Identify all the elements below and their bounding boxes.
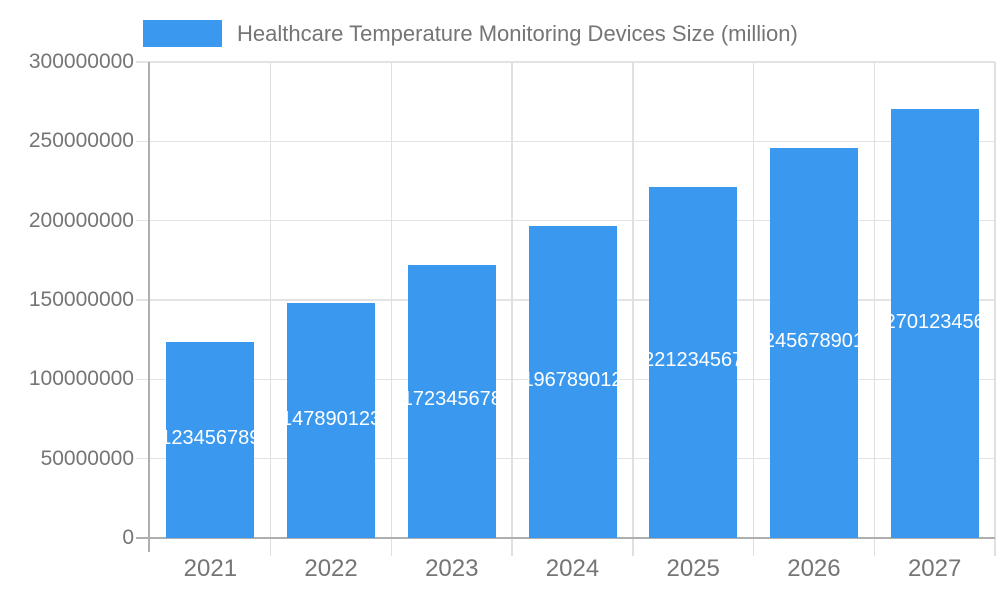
y-tick-label: 0: [122, 526, 134, 549]
y-tick-label: 100000000: [28, 367, 134, 391]
bar-2026[interactable]: [769, 148, 858, 538]
y-tick-label: 200000000: [28, 208, 134, 232]
x-axis-line: [136, 537, 995, 539]
x-tick-label: 2023: [425, 555, 479, 582]
y-gridline: [136, 219, 995, 222]
x-gridline: [390, 62, 393, 556]
x-tick-label: 2027: [907, 555, 962, 582]
y-axis-line: [148, 62, 150, 552]
legend-label: Healthcare Temperature Monitoring Device…: [237, 20, 798, 46]
bar-2025[interactable]: [649, 186, 738, 538]
x-gridline: [873, 62, 876, 556]
y-tick-label: 50000000: [40, 446, 134, 470]
x-tick-label: 2024: [545, 555, 600, 582]
bar-2023[interactable]: [407, 264, 496, 538]
legend-item[interactable]: Healthcare Temperature Monitoring Device…: [143, 20, 798, 47]
x-gridline: [752, 62, 755, 556]
x-gridline: [632, 62, 634, 556]
x-tick-label: 2025: [666, 555, 720, 582]
x-tick-label: 2021: [183, 555, 238, 582]
y-tick-label: 150000000: [28, 288, 134, 311]
plot-area: 123456789 147890123 172345678 196789012 2212…: [136, 61, 996, 556]
bar-2027[interactable]: [890, 109, 979, 538]
bar-2022[interactable]: [287, 303, 376, 538]
y-gridline: [136, 140, 995, 143]
x-tick-label: 2022: [304, 555, 358, 582]
y-tick-label: 300000000: [28, 50, 134, 73]
legend-swatch-icon: [143, 20, 222, 47]
x-gridline: [269, 62, 272, 556]
x-gridline: [994, 62, 996, 556]
y-tick-label: 250000000: [28, 129, 134, 153]
x-tick-label: 2026: [787, 555, 841, 582]
bar-2021[interactable]: [166, 342, 255, 538]
y-gridline: [136, 61, 995, 63]
x-gridline: [511, 62, 513, 556]
bar-2024[interactable]: [528, 225, 617, 538]
